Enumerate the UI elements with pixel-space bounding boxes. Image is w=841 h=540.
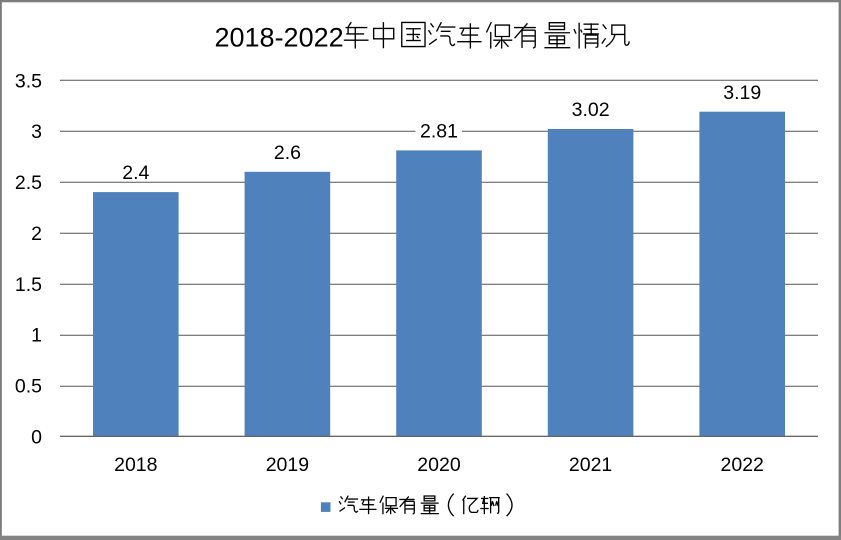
svg-text:2018: 2018 [114,454,157,476]
svg-text:2.4: 2.4 [122,162,149,184]
svg-text:1: 1 [31,325,42,347]
svg-text:3.5: 3.5 [15,70,42,92]
svg-text:2019: 2019 [266,454,309,476]
svg-text:2022: 2022 [721,454,764,476]
svg-text:3.02: 3.02 [572,99,610,121]
svg-text:0.5: 0.5 [15,376,42,398]
svg-text:2.81: 2.81 [420,121,458,143]
svg-text:2.5: 2.5 [15,172,42,194]
svg-text:3.19: 3.19 [723,82,761,104]
svg-text:2018-2022: 2018-2022 [215,23,344,53]
svg-text:2020: 2020 [417,454,461,476]
svg-text:2.6: 2.6 [274,142,301,164]
svg-text:3: 3 [31,121,42,143]
svg-text:2: 2 [31,223,42,245]
svg-text:0: 0 [31,426,42,448]
svg-text:2021: 2021 [569,454,612,476]
svg-text:1.5: 1.5 [15,274,42,296]
